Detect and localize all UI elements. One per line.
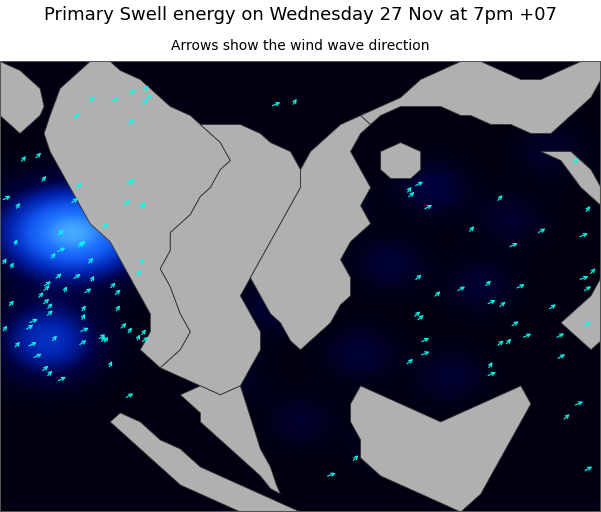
Polygon shape: [110, 413, 311, 512]
Polygon shape: [380, 142, 421, 179]
Polygon shape: [350, 386, 531, 512]
Polygon shape: [251, 116, 371, 350]
Polygon shape: [44, 61, 230, 368]
Polygon shape: [160, 124, 300, 395]
Text: Arrows show the wind wave direction: Arrows show the wind wave direction: [171, 39, 430, 53]
Text: Primary Swell energy on Wednesday 27 Nov at 7pm +07: Primary Swell energy on Wednesday 27 Nov…: [44, 6, 557, 25]
Polygon shape: [180, 386, 281, 494]
Polygon shape: [0, 61, 44, 134]
Polygon shape: [541, 152, 601, 350]
Polygon shape: [361, 61, 601, 134]
